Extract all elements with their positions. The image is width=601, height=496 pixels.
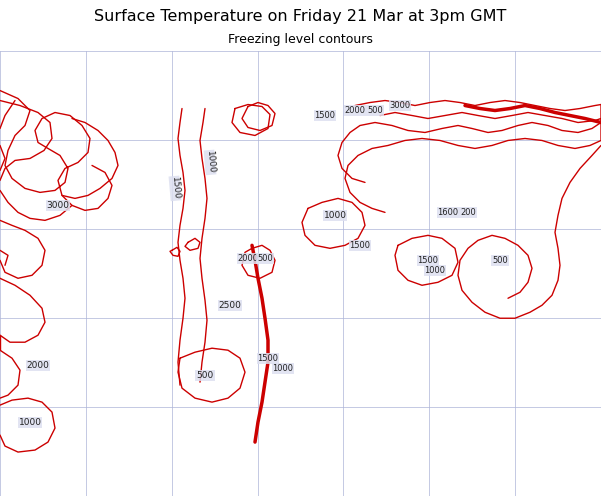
Text: 2500: 2500 bbox=[219, 301, 242, 310]
Text: Freezing level contours: Freezing level contours bbox=[228, 33, 373, 46]
Text: 1500: 1500 bbox=[350, 241, 370, 250]
Text: 1000: 1000 bbox=[272, 364, 293, 372]
Text: 500: 500 bbox=[257, 254, 273, 263]
Text: 1000: 1000 bbox=[19, 418, 41, 427]
Text: 1600: 1600 bbox=[438, 208, 459, 217]
Text: 500: 500 bbox=[492, 256, 508, 265]
Text: 1000: 1000 bbox=[323, 211, 347, 220]
Text: 1500: 1500 bbox=[257, 354, 278, 363]
Text: 2000: 2000 bbox=[344, 106, 365, 115]
Text: 500: 500 bbox=[367, 106, 383, 115]
Text: 3000: 3000 bbox=[46, 201, 70, 210]
Text: 3000: 3000 bbox=[389, 101, 410, 110]
Text: 1000: 1000 bbox=[424, 266, 445, 275]
Text: 2000: 2000 bbox=[237, 254, 258, 263]
Text: 1500: 1500 bbox=[314, 111, 335, 120]
Text: Surface Temperature on Friday 21 Mar at 3pm GMT: Surface Temperature on Friday 21 Mar at … bbox=[94, 9, 507, 24]
Text: 1500: 1500 bbox=[418, 256, 439, 265]
Text: 200: 200 bbox=[460, 208, 476, 217]
Text: 2000: 2000 bbox=[26, 361, 49, 370]
Text: 1000: 1000 bbox=[204, 151, 216, 174]
Text: 1500: 1500 bbox=[169, 177, 180, 200]
Text: 500: 500 bbox=[197, 371, 213, 379]
